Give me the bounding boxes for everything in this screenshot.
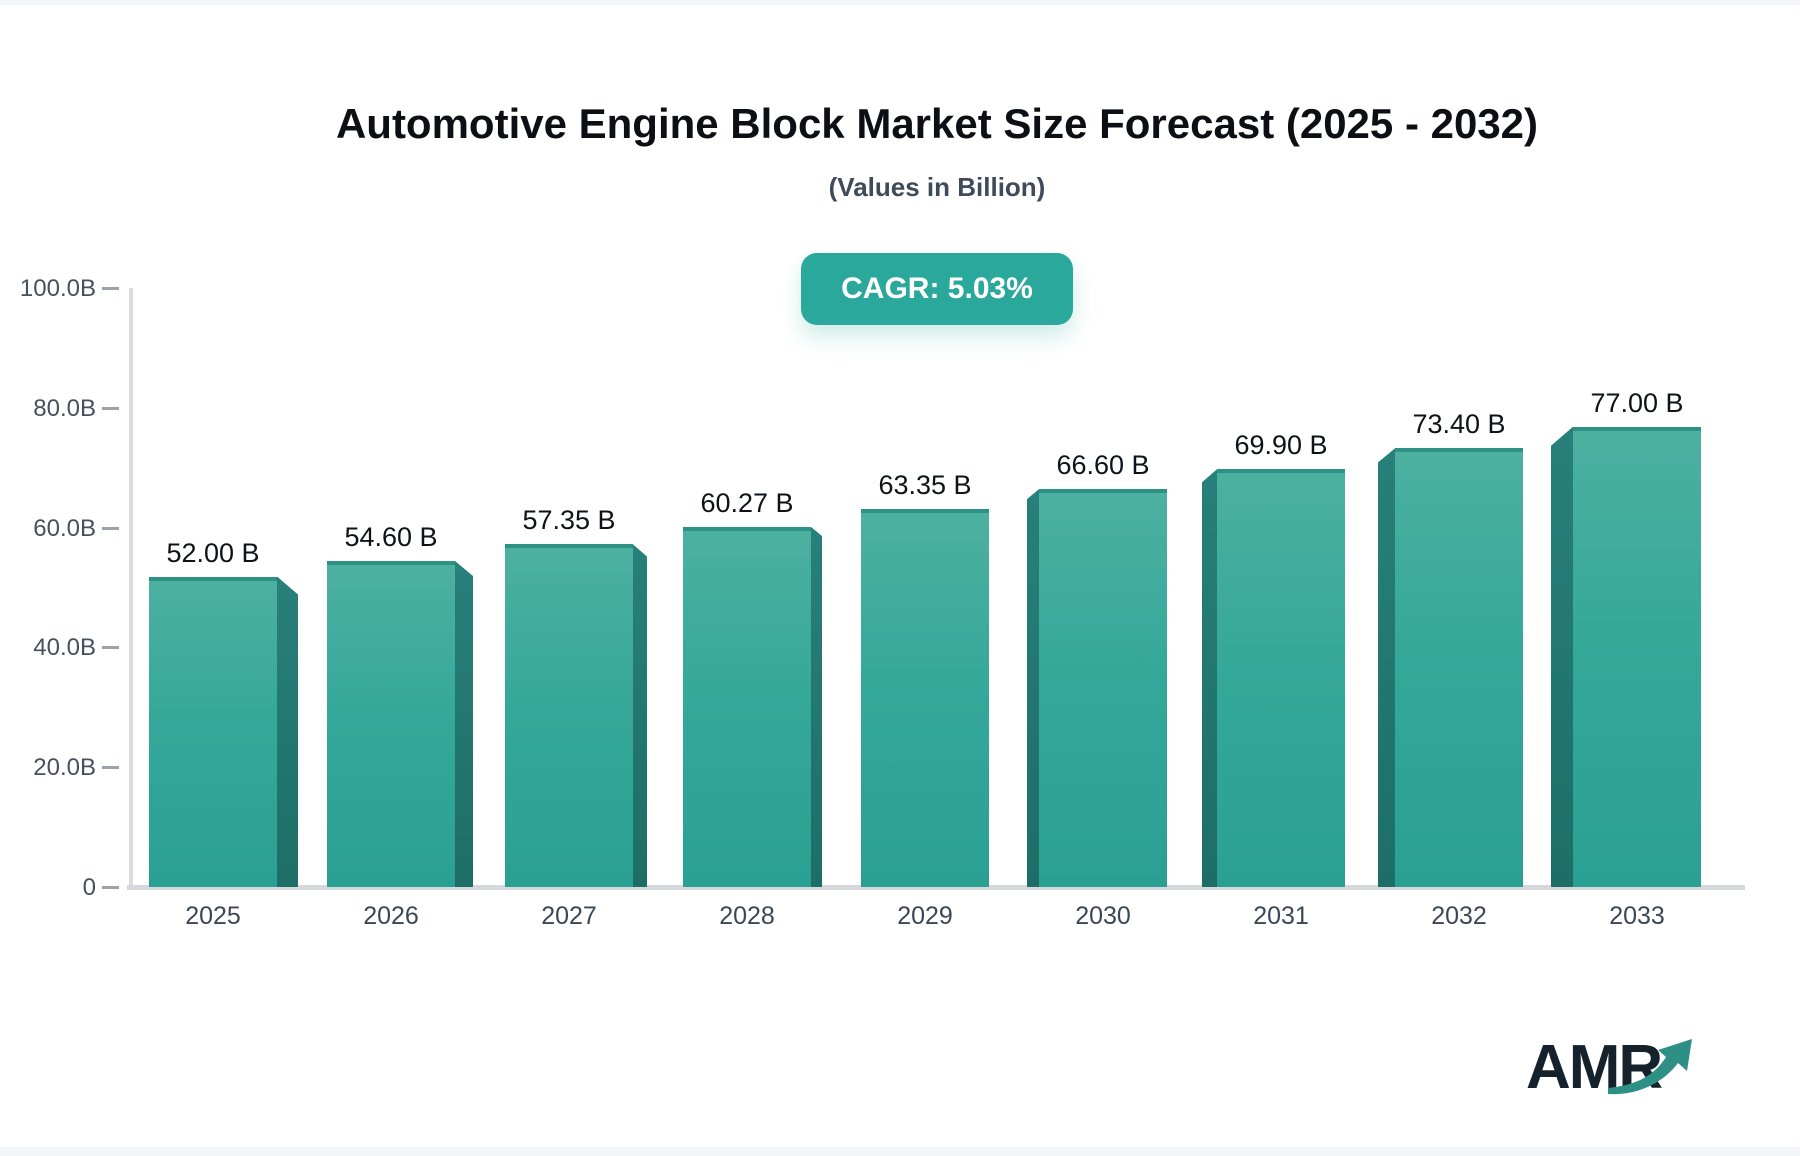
y-tick-label: 60.0B: [33, 514, 96, 542]
chart-title: Automotive Engine Block Market Size Fore…: [335, 100, 1539, 147]
bar-value-label-2025: 52.00 B: [166, 537, 260, 568]
y-tick-dash: [102, 886, 119, 889]
x-tick-label-2026: 2026: [363, 902, 419, 930]
y-axis-line: [129, 288, 133, 889]
x-tick-label-2027: 2027: [541, 902, 597, 930]
y-tick-label: 40.0B: [33, 634, 96, 662]
bar-side-face-2032: [1378, 448, 1395, 887]
y-tick-label: 100.0B: [19, 275, 96, 302]
bar-2033: [1573, 426, 1701, 887]
bar-side-face-2028: [811, 526, 822, 887]
y-tick-dash: [102, 287, 119, 290]
y-tick-dash: [102, 526, 119, 530]
bar-side-face-2026: [455, 560, 473, 887]
x-tick-label-2029: 2029: [897, 902, 953, 930]
cagr-badge-wrap: CAGR: 5.03%: [131, 253, 1743, 325]
y-tick-label: 20.0B: [33, 754, 96, 782]
bar-2032: [1395, 448, 1523, 887]
amr-logo-text: AMR: [1526, 1033, 1663, 1102]
y-tick-label: 0: [82, 874, 96, 901]
bar-value-label-2033: 77.00 B: [1590, 387, 1684, 418]
x-tick-label-2032: 2032: [1431, 902, 1487, 930]
growth-arrow-icon: [1608, 1039, 1692, 1095]
bar-value-label-2026: 54.60 B: [344, 521, 438, 552]
bar-2029: [861, 508, 989, 887]
bar-side-face-2027: [633, 544, 647, 887]
page-top-edge: [0, 0, 1800, 5]
bar-value-label-2030: 66.60 B: [1056, 450, 1150, 481]
bar-2025: [149, 576, 277, 887]
bar-value-label-2027: 57.35 B: [522, 505, 616, 536]
bar-2026: [327, 560, 455, 887]
bar-value-label-2028: 60.27 B: [700, 487, 794, 518]
bar-2027: [505, 544, 633, 887]
y-tick-dash: [102, 406, 119, 410]
page-bottom-edge: [0, 1147, 1800, 1156]
bar-2030: [1039, 489, 1167, 887]
bar-value-label-2031: 69.90 B: [1234, 430, 1328, 461]
bar-side-face-2033: [1551, 426, 1573, 887]
bar-2028: [683, 526, 811, 887]
bar-side-face-2025: [277, 576, 298, 887]
x-tick-label-2031: 2031: [1253, 902, 1309, 930]
x-tick-label-2033: 2033: [1609, 902, 1665, 930]
chart-subtitle: (Values in Billion): [828, 172, 1046, 202]
bar-side-face-2031: [1202, 469, 1217, 887]
bar-side-face-2030: [1027, 489, 1039, 887]
bar-value-label-2029: 63.35 B: [878, 469, 972, 500]
x-tick-label-2025: 2025: [185, 902, 241, 930]
cagr-badge: CAGR: 5.03%: [801, 253, 1073, 325]
y-tick-dash: [102, 766, 119, 770]
bar-value-label-2032: 73.40 B: [1412, 409, 1506, 440]
x-axis-line: [127, 885, 1745, 890]
x-tick-label-2028: 2028: [719, 902, 775, 930]
y-tick-dash: [102, 646, 119, 650]
y-tick-label: 80.0B: [33, 394, 96, 422]
x-tick-label-2030: 2030: [1075, 902, 1131, 930]
bar-2031: [1217, 469, 1345, 887]
